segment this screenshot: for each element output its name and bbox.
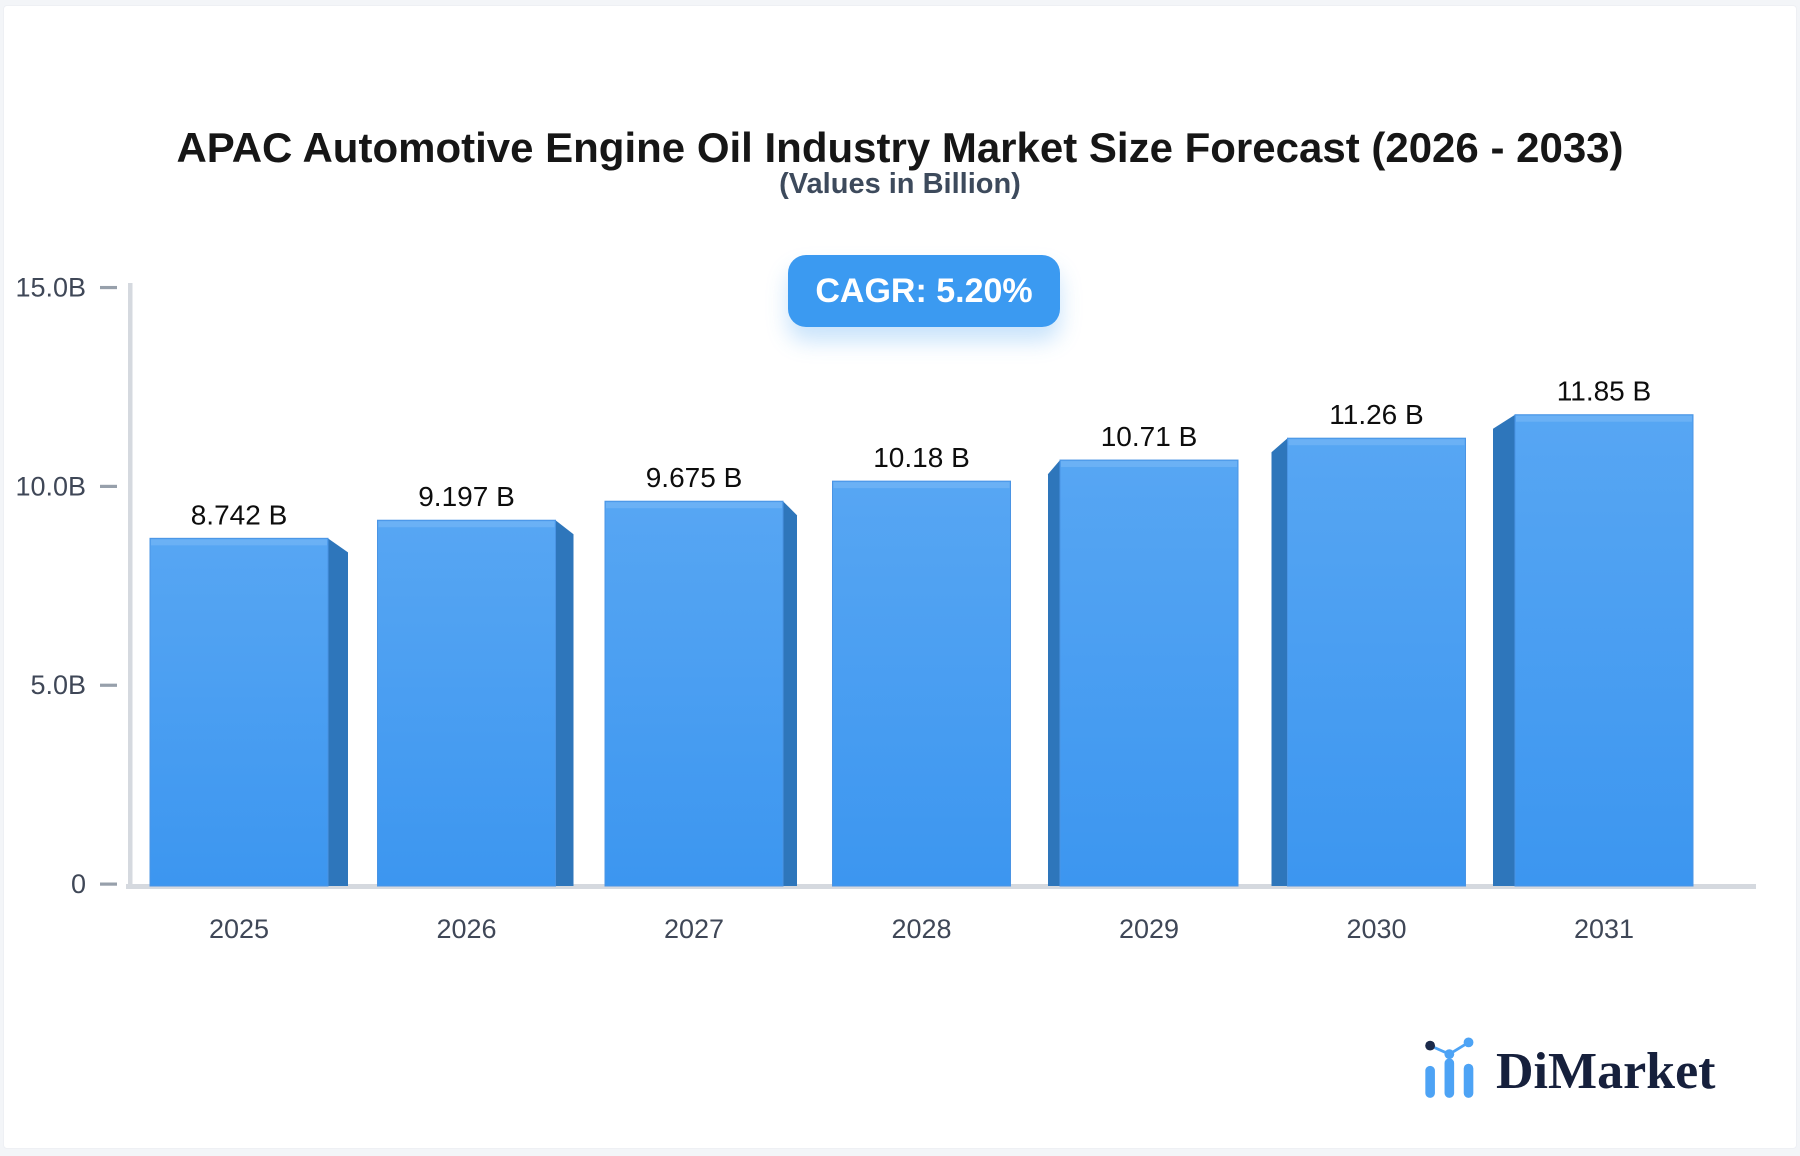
- brand-name: DiMarket: [1496, 1042, 1716, 1100]
- y-axis-line: [128, 283, 133, 888]
- bar-value-label: 11.26 B: [1329, 399, 1423, 430]
- x-tick-label: 2031: [1574, 914, 1634, 944]
- bar-side-2026: [555, 520, 574, 886]
- brand-logo: DiMarket: [1422, 1036, 1715, 1100]
- y-tick: [100, 285, 117, 290]
- bar-top-highlight: [833, 482, 1010, 489]
- bar-top-highlight: [151, 539, 327, 546]
- chart-axes: [100, 283, 1756, 889]
- y-tick: [100, 882, 117, 886]
- y-tick: [100, 484, 117, 488]
- bar-2031[interactable]: [1514, 414, 1694, 887]
- bar-top-highlight: [378, 521, 555, 528]
- bar-value-label: 10.18 B: [873, 442, 970, 473]
- bar-value-label: 8.742 B: [191, 499, 288, 530]
- y-tick-label: 0: [71, 869, 86, 899]
- bar-top-highlight: [1061, 461, 1237, 468]
- bar-chart-logo-icon: [1425, 1037, 1474, 1098]
- bar-top-highlight: [1516, 415, 1692, 422]
- page-title: APAC Automotive Engine Oil Industry Mark…: [176, 124, 1624, 172]
- cagr-badge: CAGR: 5.20%: [788, 255, 1060, 327]
- bar-value-label: 9.675 B: [646, 462, 743, 493]
- chart-labels: 0 5.0B 10.0B 15.0B 8.742 B 2025 9.197 B 2026 9.6…: [15, 272, 1651, 944]
- y-tick-label: 10.0B: [15, 471, 86, 501]
- x-tick-label: 2027: [664, 914, 724, 944]
- bar-side-2029: [1048, 460, 1060, 886]
- bar-side-2027: [783, 501, 797, 886]
- bar-2026[interactable]: [377, 519, 556, 887]
- bar-2028[interactable]: [832, 480, 1011, 887]
- bar-2027[interactable]: [604, 500, 784, 887]
- bar-2029[interactable]: [1059, 459, 1239, 887]
- chart-subtitle: (Values in Billion): [779, 168, 1021, 200]
- bar-2030[interactable]: [1287, 437, 1466, 887]
- y-tick: [100, 683, 117, 687]
- bar-2025[interactable]: [149, 537, 329, 887]
- bar-value-label: 9.197 B: [418, 481, 515, 512]
- bar-side-2030: [1271, 438, 1288, 886]
- y-tick-label: 5.0B: [30, 670, 86, 700]
- bar-top-highlight: [606, 502, 782, 509]
- x-tick-label: 2030: [1346, 914, 1406, 944]
- x-tick-label: 2028: [891, 914, 951, 944]
- bar-value-label: 11.85 B: [1557, 376, 1651, 407]
- bar-side-2025: [328, 538, 348, 886]
- bar-value-label: 10.71 B: [1101, 421, 1198, 452]
- cagr-badge-label: CAGR: 5.20%: [815, 271, 1033, 310]
- x-tick-label: 2025: [209, 914, 269, 944]
- bar-side-2031: [1493, 414, 1515, 886]
- chart-bars: [149, 414, 1694, 887]
- bar-top-highlight: [1288, 439, 1465, 446]
- y-tick-label: 15.0B: [15, 272, 86, 302]
- x-axis-line: [126, 884, 1756, 889]
- x-tick-label: 2029: [1119, 914, 1179, 944]
- x-tick-label: 2026: [436, 914, 496, 944]
